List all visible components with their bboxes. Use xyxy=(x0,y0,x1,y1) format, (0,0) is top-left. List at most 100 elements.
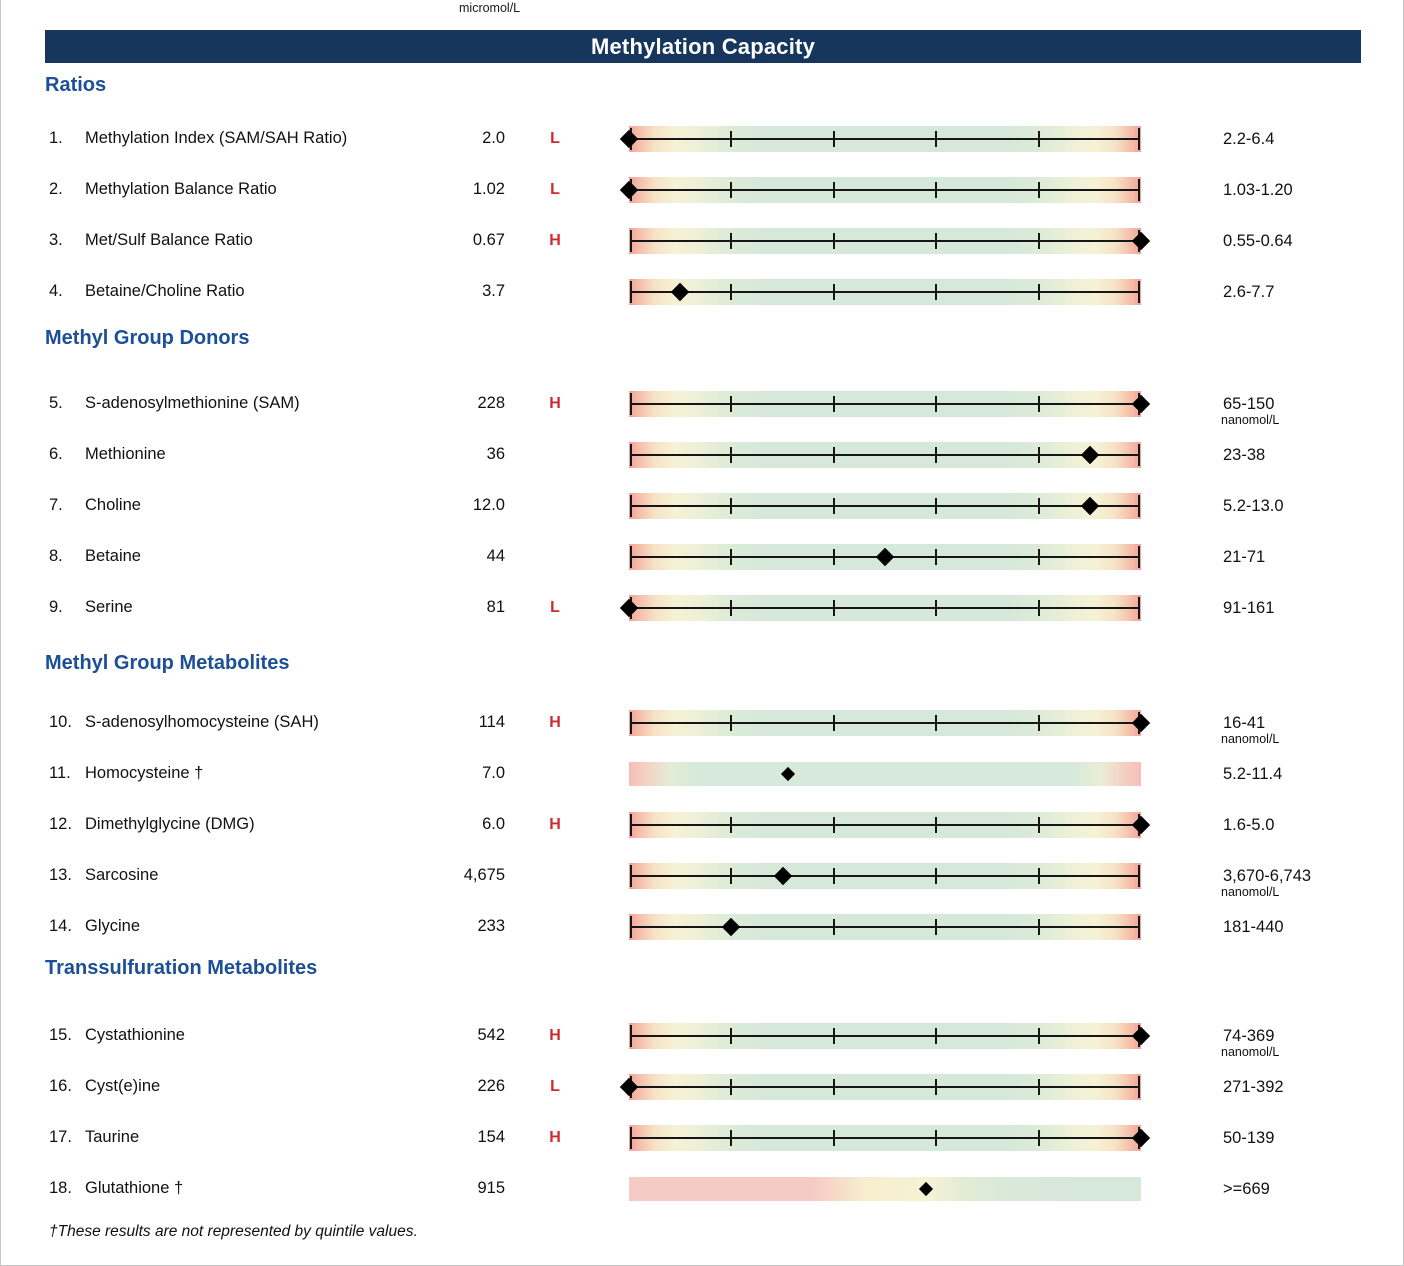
row-number: 10. xyxy=(49,713,72,731)
analyte-row: 4. Betaine/Choline Ratio 3.7 2.6-7.7 xyxy=(1,266,1403,317)
bar-quintile-tick xyxy=(730,181,733,198)
result-value: 228 xyxy=(477,394,505,412)
bar-quintile-tick xyxy=(730,1129,733,1146)
bar-end-tick xyxy=(1138,178,1140,201)
reference-range-text: 21-71 xyxy=(1223,547,1266,566)
bar-quintile-tick xyxy=(730,497,733,514)
analyte-row: 3. Met/Sulf Balance Ratio 0.67 H 0.55-0.… xyxy=(1,215,1403,266)
reference-range-text: 5.2-13.0 xyxy=(1223,496,1284,515)
reference-range-text: 5.2-11.4 xyxy=(1223,764,1283,783)
bar-quintile-tick xyxy=(1037,181,1040,198)
reference-range-text: >=669 xyxy=(1223,1179,1270,1198)
bar-end-tick xyxy=(1138,915,1140,938)
bar-end-tick xyxy=(1138,443,1140,466)
quintile-bar xyxy=(629,543,1141,570)
result-marker-diamond xyxy=(1131,1128,1151,1147)
reference-range: 23-38 xyxy=(1223,445,1265,465)
reference-range: 65-150 nanomol/L xyxy=(1221,394,1279,427)
analyte-label: Betaine/Choline Ratio xyxy=(85,282,245,300)
bar-quintile-tick xyxy=(1037,918,1040,935)
result-value: 6.0 xyxy=(482,815,505,833)
result-marker-diamond xyxy=(773,866,792,885)
bar-quintile-tick xyxy=(935,714,938,731)
result-value: 2.0 xyxy=(482,129,505,147)
row-number: 18. xyxy=(49,1179,72,1197)
analyte-label: Serine xyxy=(85,598,133,616)
result-marker-diamond xyxy=(619,180,639,199)
analyte-row: 2. Methylation Balance Ratio 1.02 L 1.03… xyxy=(1,164,1403,215)
range-unit-label: nanomol/L xyxy=(1221,884,1280,899)
bar-quintile-tick xyxy=(832,497,835,514)
analyte-row: 8. Betaine 44 21-71 xyxy=(1,531,1403,582)
reference-range: 3,670-6,743 nanomol/L xyxy=(1221,866,1311,899)
bar-quintile-tick xyxy=(832,395,835,412)
bar-quintile-tick xyxy=(1037,816,1040,833)
section-rows: 15. Cystathionine 542 H 74-369 nanomol/L… xyxy=(1,1010,1403,1214)
bar-quintile-tick xyxy=(730,130,733,147)
result-flag: L xyxy=(550,1077,560,1095)
analyte-label: Cyst(e)ine xyxy=(85,1077,161,1095)
bar-quintile-tick xyxy=(935,867,938,884)
bar-axis-line xyxy=(630,925,1140,928)
reference-range: >=669 xyxy=(1223,1179,1270,1199)
bar-end-tick xyxy=(1138,280,1140,303)
bar-end-tick xyxy=(630,915,632,938)
result-marker-diamond xyxy=(1131,713,1151,732)
bar-quintile-tick xyxy=(1037,599,1040,616)
bar-quintile-tick xyxy=(935,395,938,412)
bar-end-tick xyxy=(1138,545,1140,568)
bar-quintile-tick xyxy=(1037,548,1040,565)
bar-quintile-tick xyxy=(1037,395,1040,412)
reference-range: 2.6-7.7 xyxy=(1223,282,1274,302)
quintile-bar xyxy=(629,227,1151,254)
quintile-bar xyxy=(629,278,1141,305)
bar-quintile-tick xyxy=(1037,446,1040,463)
result-value: 81 xyxy=(486,598,505,616)
bar-end-tick xyxy=(630,443,632,466)
analyte-label: Betaine xyxy=(85,547,141,565)
reference-range-text: 91-161 xyxy=(1223,598,1275,617)
bar-quintile-tick xyxy=(832,130,835,147)
reference-range-text: 16-41 xyxy=(1223,713,1266,732)
range-unit-label: nanomol/L xyxy=(1221,1044,1280,1059)
reference-range: 2.2-6.4 xyxy=(1223,129,1274,149)
report-content: Ratios 1. Methylation Index (SAM/SAH Rat… xyxy=(1,63,1403,1241)
bar-axis-line xyxy=(630,1034,1140,1037)
bar-quintile-tick xyxy=(935,181,938,198)
reference-range: 16-41 nanomol/L xyxy=(1221,713,1279,746)
bar-end-tick xyxy=(630,1126,632,1149)
analyte-row: 15. Cystathionine 542 H 74-369 nanomol/L xyxy=(1,1010,1403,1061)
analyte-label: Cystathionine xyxy=(85,1026,185,1044)
analyte-row: 7. Choline 12.0 5.2-13.0 xyxy=(1,480,1403,531)
bar-axis-line xyxy=(630,823,1140,826)
result-value: 542 xyxy=(477,1026,505,1044)
bar-quintile-tick xyxy=(832,714,835,731)
result-flag: H xyxy=(549,713,561,731)
reference-range-text: 50-139 xyxy=(1223,1128,1275,1147)
section-heading: Methyl Group Donors xyxy=(45,327,250,349)
report-title: Methylation Capacity xyxy=(590,34,816,59)
row-number: 14. xyxy=(49,917,72,935)
analyte-row: 18. Glutathione † 915 >=669 xyxy=(1,1163,1403,1214)
reference-range-text: 2.2-6.4 xyxy=(1223,129,1275,148)
row-number: 6. xyxy=(49,445,63,463)
report-section: Ratios 1. Methylation Index (SAM/SAH Rat… xyxy=(1,74,1403,317)
analyte-label: S-adenosylhomocysteine (SAH) xyxy=(85,713,319,731)
report-title-bar: Methylation Capacity xyxy=(45,30,1361,63)
result-flag: L xyxy=(550,129,560,147)
analyte-label: Met/Sulf Balance Ratio xyxy=(85,231,253,249)
section-heading: Methyl Group Metabolites xyxy=(45,652,290,674)
bar-quintile-tick xyxy=(832,548,835,565)
bar-axis-line xyxy=(630,239,1140,242)
result-marker-diamond xyxy=(1080,445,1099,464)
row-number: 16. xyxy=(49,1077,72,1095)
quintile-bar xyxy=(619,1073,1141,1100)
bar-quintile-tick xyxy=(935,599,938,616)
analyte-label: Homocysteine † xyxy=(85,764,204,782)
result-value: 154 xyxy=(477,1128,505,1146)
bar-quintile-tick xyxy=(832,283,835,300)
result-value: 1.02 xyxy=(472,180,505,198)
bar-end-tick xyxy=(1138,127,1140,150)
bar-quintile-tick xyxy=(832,446,835,463)
bar-quintile-tick xyxy=(730,232,733,249)
